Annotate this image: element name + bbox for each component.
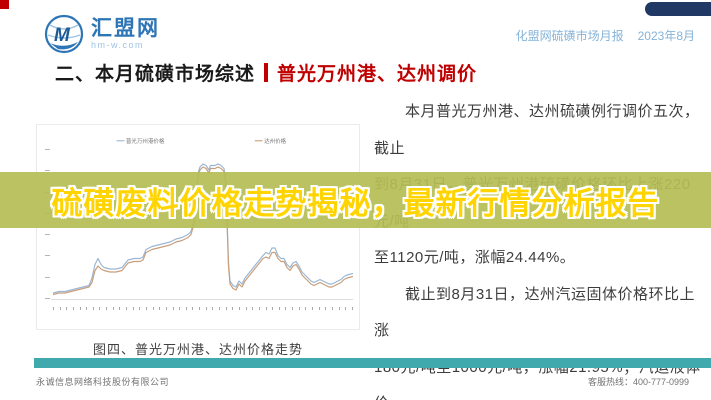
section-divider [264, 63, 269, 82]
legend-swatch-puguang [116, 139, 125, 142]
footer-hotline: 客服热线：400-777-0999 [587, 377, 689, 387]
figure-caption: 图四、普光万州港、达州价格走势 [92, 342, 303, 357]
legend-label-dazhou: 达州价格 [264, 138, 287, 145]
report-tag-date: 2023年8月 [637, 29, 695, 43]
article-text: 本月普光万州港、达州硫磺例行调价五次，截止 到8月31日，普光万州港硫磺价格环比… [374, 103, 700, 400]
huimeng-logo-icon: M [44, 14, 84, 54]
corner-accent-pill [645, 2, 711, 16]
legend-item-puguang: 普光万州港价格 [116, 136, 165, 145]
section-subtitle: 普光万州港、达州调价 [277, 64, 478, 85]
footer-divider-bar [34, 358, 711, 368]
legend-swatch-dazhou [254, 139, 263, 142]
logo-name: 汇盟网 [91, 17, 160, 40]
overlay-banner: 硫磺废料价格走势揭秘，最新行情分析报告 [0, 172, 711, 228]
svg-text:M: M [54, 25, 71, 46]
overlay-banner-text: 硫磺废料价格走势揭秘，最新行情分析报告 [51, 185, 660, 221]
chart-legend: 普光万州港价格 达州价格 [37, 133, 359, 148]
section-title: 二、本月硫磺市场综述 [55, 64, 256, 85]
report-tag: 化盟网硫磺市场月报 2023年8月 [516, 27, 695, 44]
corner-accent-square [0, 0, 9, 9]
x-axis-tick-labels [53, 305, 353, 310]
footer-company: 永诚信息网络科技股份有限公司 [36, 377, 170, 387]
x-axis-line [51, 299, 353, 300]
legend-item-dazhou: 达州价格 [254, 136, 287, 145]
site-logo: M 汇盟网 hm-w.com [44, 14, 160, 54]
section-header: 二、本月硫磺市场综述 普光万州港、达州调价 [55, 59, 477, 86]
logo-domain: hm-w.com [91, 40, 145, 50]
legend-label-puguang: 普光万州港价格 [125, 138, 165, 145]
report-tag-label: 化盟网硫磺市场月报 [515, 29, 624, 43]
